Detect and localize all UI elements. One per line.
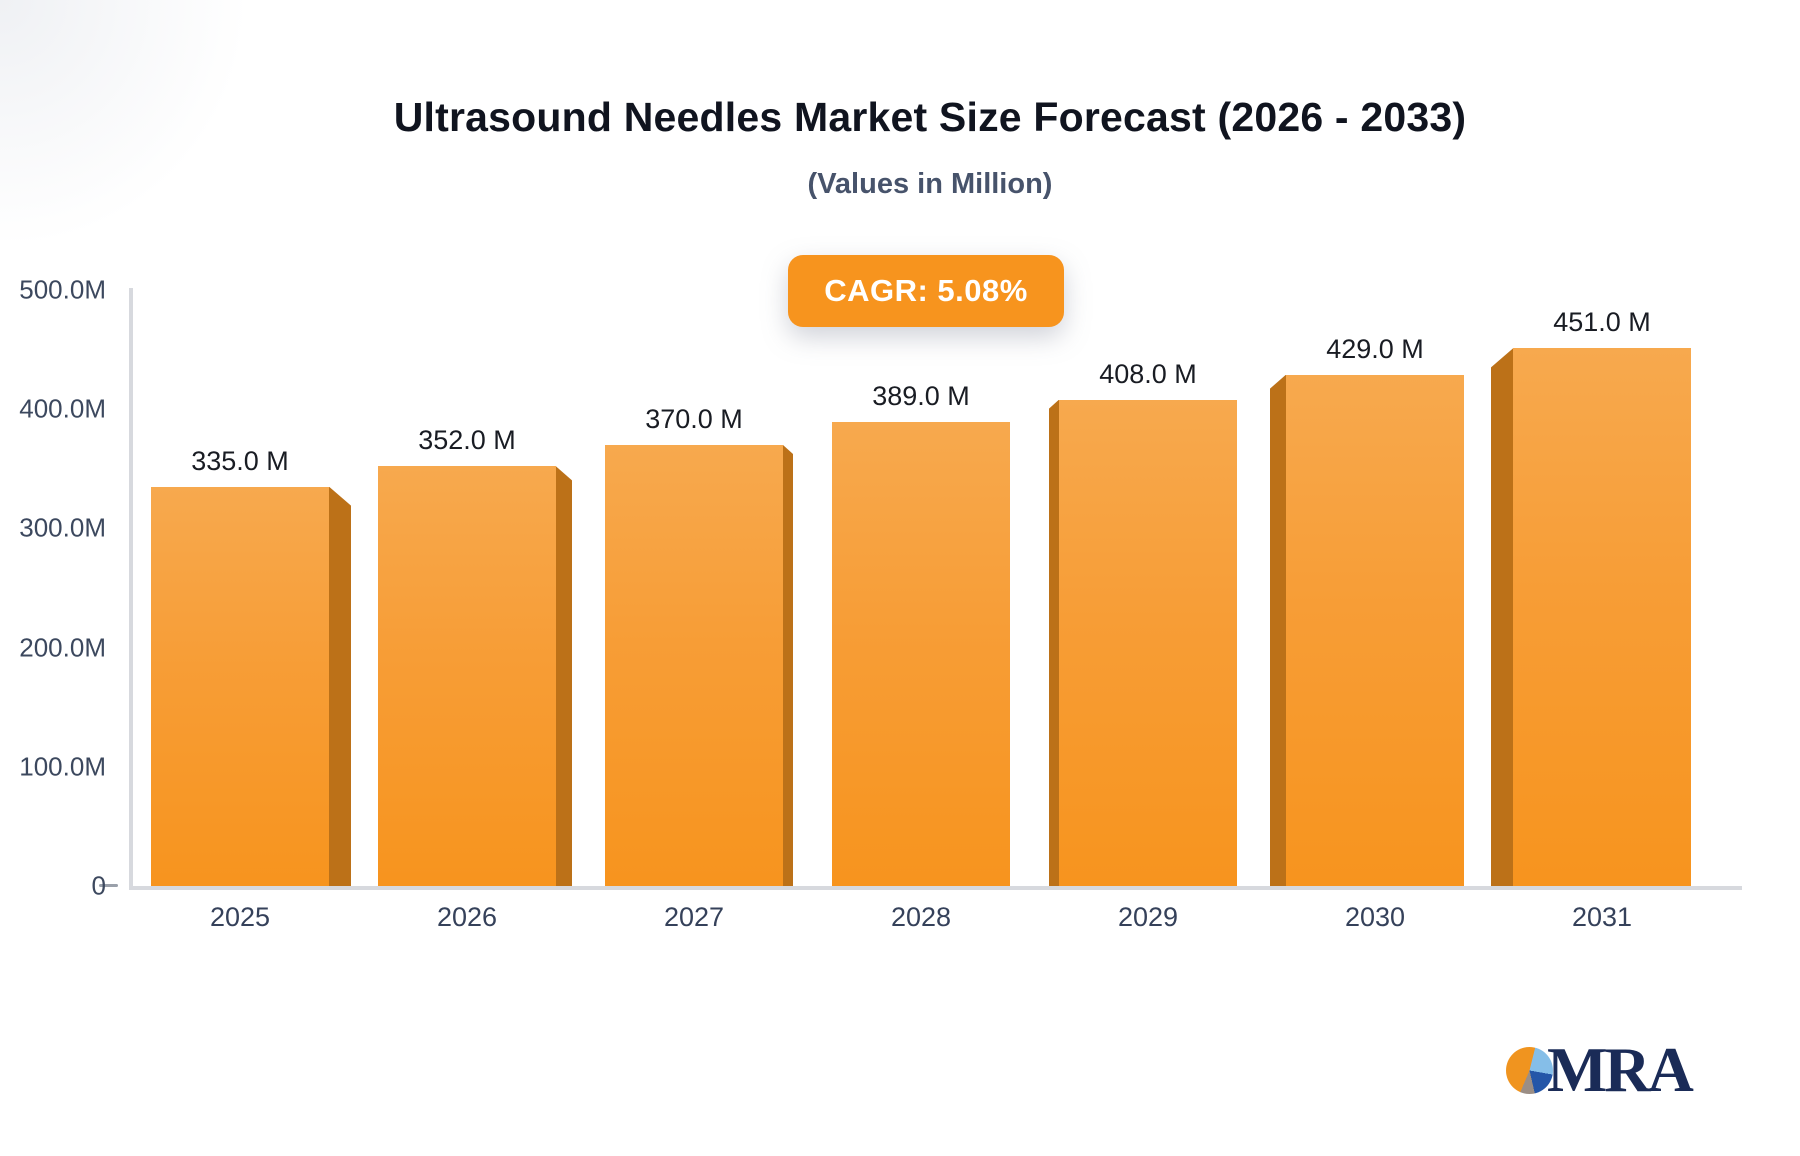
x-axis-tick-label: 2027 xyxy=(663,902,725,932)
bar-value-label: 352.0 M xyxy=(418,425,516,456)
y-axis-tick-label: 100.0M xyxy=(19,751,106,782)
bar-2026 xyxy=(378,466,556,886)
x-axis-tick-label: 2029 xyxy=(1117,902,1179,932)
bar-value-label: 429.0 M xyxy=(1326,333,1424,364)
y-axis-tick-label: 500.0M xyxy=(19,274,106,305)
y-axis-tick-label: 200.0M xyxy=(19,632,106,663)
bar-3d-side-face xyxy=(1270,374,1286,886)
bar-2031 xyxy=(1513,348,1691,886)
x-axis-tick-label: 2030 xyxy=(1344,902,1406,932)
bar-2025 xyxy=(151,486,329,886)
y-axis-tick-label: 0 xyxy=(91,870,106,901)
bar-3d-side-face xyxy=(329,486,351,886)
x-axis-tick-label: 2025 xyxy=(209,902,271,932)
bar-2030 xyxy=(1286,374,1464,886)
brand-logo: MRA xyxy=(1506,1034,1694,1105)
zero-tick-mark xyxy=(99,884,118,887)
bar-value-label: 389.0 M xyxy=(872,381,970,412)
y-axis-tick-label: 300.0M xyxy=(19,512,106,543)
bar-value-label: 335.0 M xyxy=(191,445,289,476)
pie-chart-logo-icon xyxy=(1506,1046,1553,1094)
chart-subtitle: (Values in Million) xyxy=(807,168,1053,200)
bar-value-label: 451.0 M xyxy=(1553,307,1651,338)
bar-2028 xyxy=(832,422,1010,886)
x-axis-tick-label: 2031 xyxy=(1571,902,1633,932)
brand-logo-text: MRA xyxy=(1547,1034,1694,1105)
bar-2029 xyxy=(1059,399,1237,886)
y-axis-tick-label: 400.0M xyxy=(19,393,106,424)
bar-3d-side-face xyxy=(556,466,572,886)
bar-3d-side-face xyxy=(783,444,793,886)
bar-value-label: 370.0 M xyxy=(645,403,743,434)
cagr-badge: CAGR: 5.08% xyxy=(788,255,1064,327)
x-axis-baseline xyxy=(129,886,1742,890)
bar-3d-side-face xyxy=(1491,348,1513,886)
cagr-badge-label: CAGR: 5.08% xyxy=(824,273,1028,308)
x-axis-tick-label: 2026 xyxy=(436,902,498,932)
bar-3d-side-face xyxy=(1049,399,1059,886)
chart-title: Ultrasound Needles Market Size Forecast … xyxy=(393,94,1467,140)
y-axis-line xyxy=(129,288,133,889)
bar-value-label: 408.0 M xyxy=(1099,358,1197,389)
bar-2027 xyxy=(605,444,783,886)
x-axis-tick-label: 2028 xyxy=(890,902,952,932)
